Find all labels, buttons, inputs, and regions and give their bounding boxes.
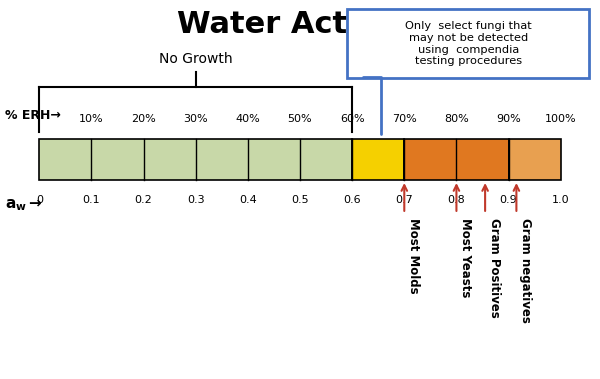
Bar	[404, 139, 509, 180]
Text: Water Activity: Water Activity	[177, 10, 423, 39]
Text: $\mathbf{a_w}$$\bf{\rightarrow}$: $\mathbf{a_w}$$\bf{\rightarrow}$	[5, 197, 43, 213]
Text: 0.3: 0.3	[187, 195, 205, 205]
Text: 50%: 50%	[287, 114, 313, 124]
Text: Only  select fungi that
may not be detected
using  compendia
testing procedures: Only select fungi that may not be detect…	[405, 22, 532, 66]
Text: 0.8: 0.8	[448, 195, 466, 205]
Text: 20%: 20%	[131, 114, 156, 124]
Text: 0.4: 0.4	[239, 195, 257, 205]
Text: 10%: 10%	[79, 114, 104, 124]
Text: Gram Positives: Gram Positives	[488, 218, 501, 317]
Text: No Growth: No Growth	[159, 52, 233, 66]
Text: 60%: 60%	[340, 114, 364, 124]
Text: 1.0: 1.0	[552, 195, 569, 205]
Text: 80%: 80%	[444, 114, 469, 124]
Text: Gram negatives: Gram negatives	[519, 218, 532, 323]
Text: 40%: 40%	[235, 114, 260, 124]
Text: 0: 0	[36, 195, 43, 205]
Text: 30%: 30%	[184, 114, 208, 124]
Text: 90%: 90%	[496, 114, 521, 124]
Text: 0.7: 0.7	[395, 195, 413, 205]
Text: 70%: 70%	[392, 114, 416, 124]
Bar	[509, 139, 561, 180]
Text: 0.2: 0.2	[134, 195, 152, 205]
Text: Most Yeasts: Most Yeasts	[459, 218, 472, 297]
Text: Most Molds: Most Molds	[407, 218, 420, 293]
Text: % ERH→: % ERH→	[5, 109, 61, 122]
Text: 100%: 100%	[545, 114, 577, 124]
Text: 0.1: 0.1	[83, 195, 100, 205]
Bar	[352, 139, 404, 180]
Text: 0.6: 0.6	[343, 195, 361, 205]
Text: 0.9: 0.9	[500, 195, 517, 205]
Bar	[39, 139, 352, 180]
Text: 0.5: 0.5	[291, 195, 309, 205]
FancyBboxPatch shape	[347, 9, 589, 78]
